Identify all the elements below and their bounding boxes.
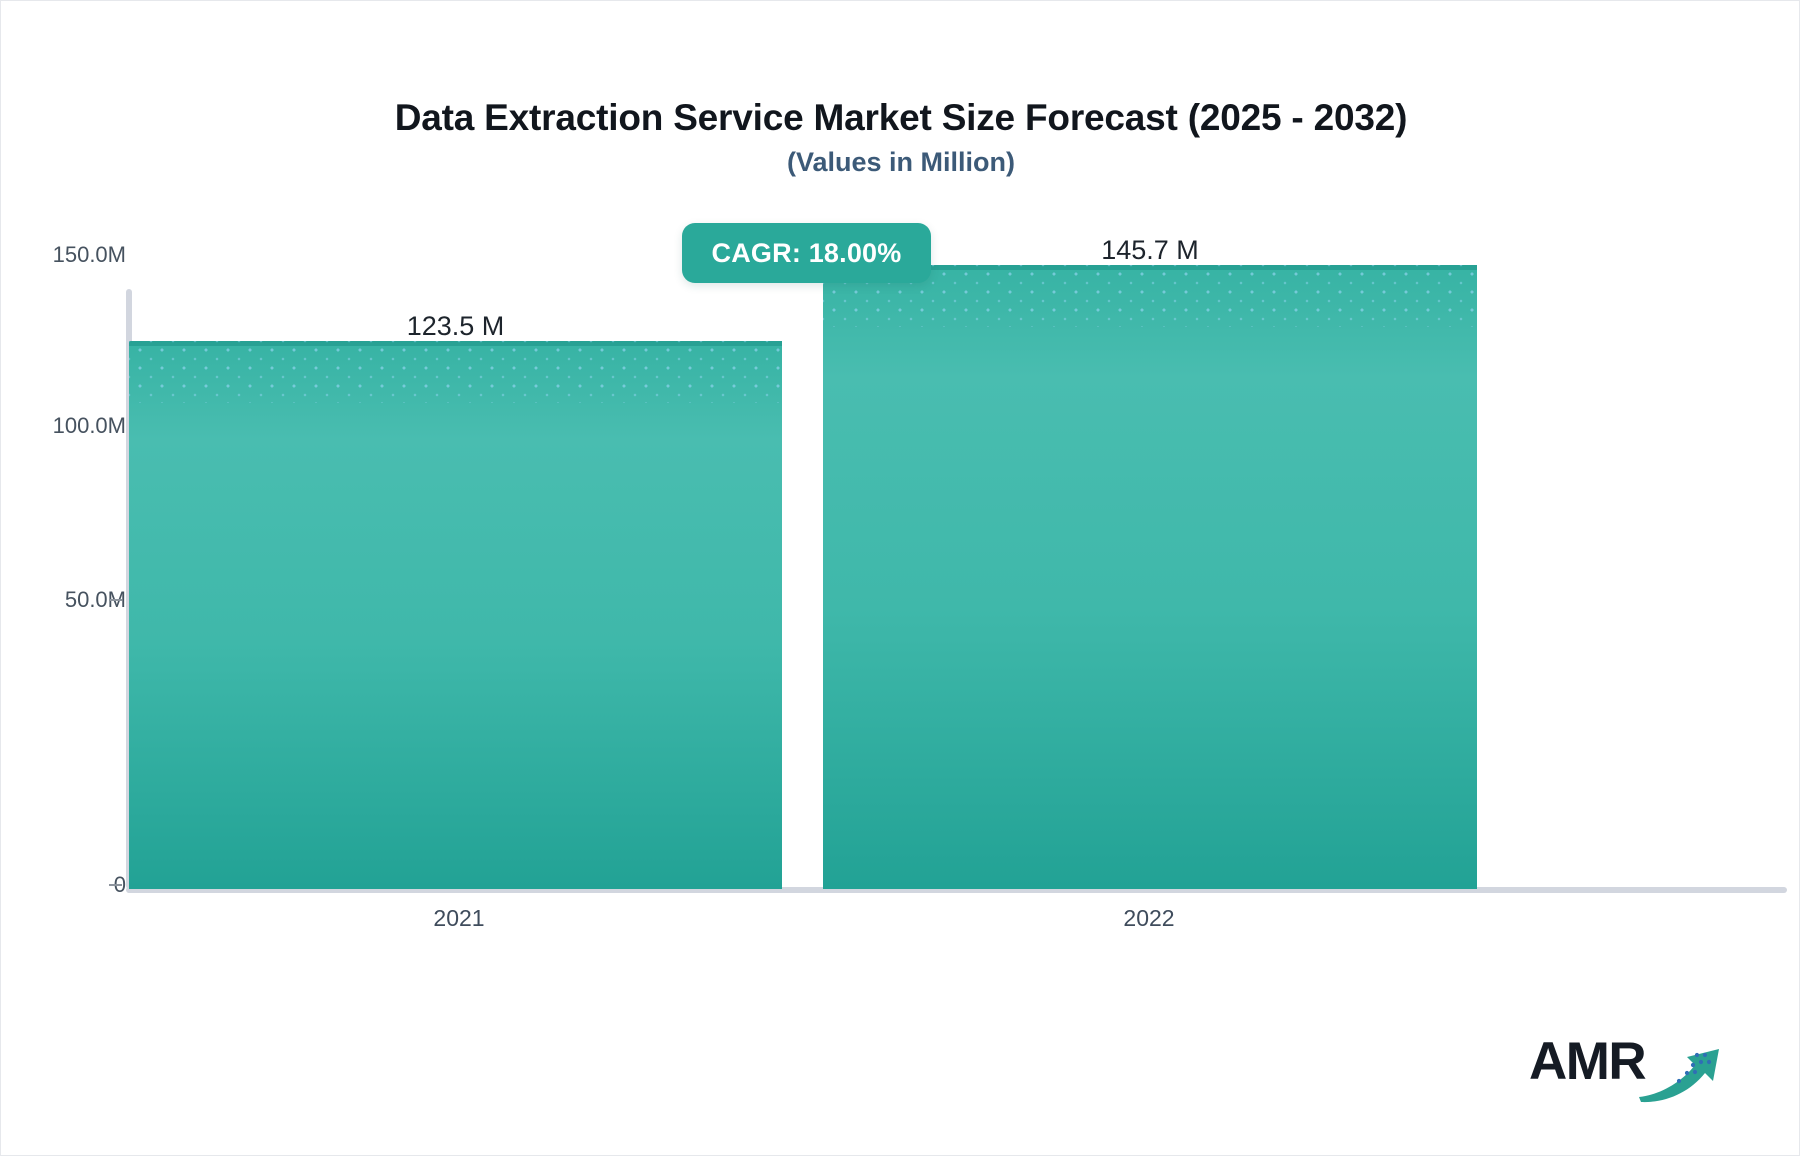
chart-subtitle: (Values in Million)	[786, 147, 1016, 177]
bar-value-label-2021: 123.5 M	[406, 311, 505, 341]
bar-2021[interactable]	[129, 341, 782, 889]
y-axis-tick-150: 150.0M	[1, 242, 126, 268]
bar-value-label-2022: 145.7 M	[1101, 235, 1199, 265]
bar-2022[interactable]	[823, 265, 1477, 889]
cagr-badge[interactable]: CAGR: 18.00%	[682, 223, 931, 283]
y-axis-tick-0: 0	[1, 872, 126, 898]
y-axis-tick-mark	[109, 884, 122, 886]
amr-logo-text: AMR	[1529, 1032, 1647, 1091]
y-axis-tick-mark	[109, 599, 122, 601]
y-axis-tick-label: 100.0M	[52, 413, 126, 438]
y-axis-tick-100: 100.0M	[1, 413, 126, 439]
cagr-badge-label: CAGR: 18.00%	[711, 237, 902, 268]
x-axis-tick-2022: 2022	[1123, 905, 1175, 931]
trend-up-arrow-icon	[1639, 1049, 1719, 1103]
amr-logo: AMR	[1529, 1033, 1719, 1105]
chart-title: Data Extraction Service Market Size Fore…	[394, 97, 1408, 138]
y-axis-tick-50: 50.0M	[1, 587, 126, 613]
x-axis-line	[126, 887, 1787, 893]
bar-texture	[129, 341, 782, 403]
bar-texture	[823, 265, 1477, 327]
y-axis-tick-label: 150.0M	[52, 242, 126, 267]
x-axis-tick-2021: 2021	[433, 905, 485, 931]
